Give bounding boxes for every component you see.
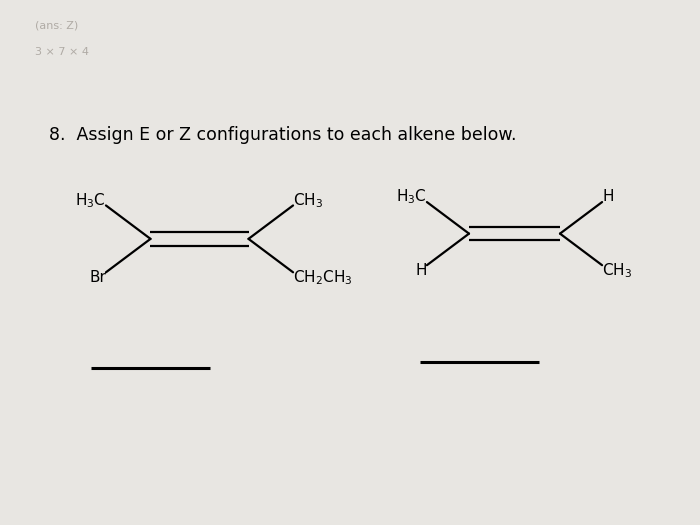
Text: Br: Br [89,270,106,285]
Text: H$_3$C: H$_3$C [76,191,106,209]
Text: CH$_2$CH$_3$: CH$_2$CH$_3$ [293,268,353,287]
Text: CH$_3$: CH$_3$ [602,261,632,280]
Text: (ans: Z): (ans: Z) [35,21,78,31]
Text: 3 × 7 × 4: 3 × 7 × 4 [35,47,89,57]
Text: CH$_3$: CH$_3$ [293,191,323,209]
Text: H: H [602,190,614,204]
Text: 8.  Assign E or Z configurations to each alkene below.: 8. Assign E or Z configurations to each … [49,126,517,144]
Text: H: H [415,263,427,278]
Text: H$_3$C: H$_3$C [396,187,427,206]
